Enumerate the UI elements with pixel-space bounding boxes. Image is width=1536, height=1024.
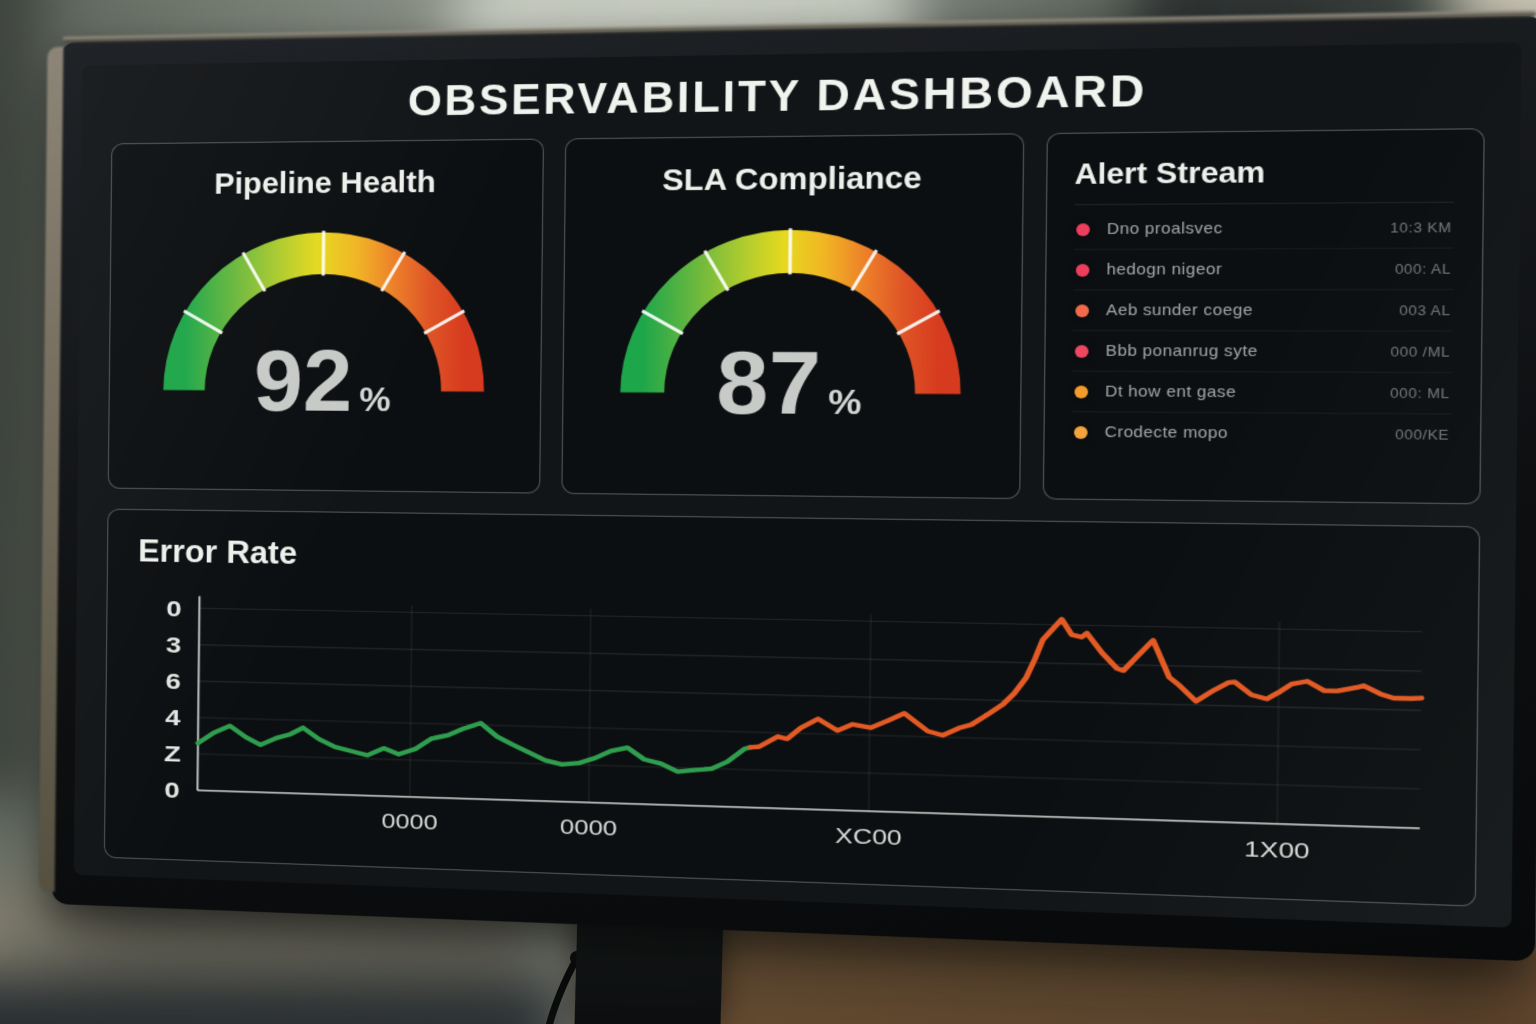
error-rate-panel: Error Rate 0 3 6 4 Z 0 0000 0000 XC00 1X00 <box>103 508 1481 907</box>
gridline-v <box>410 605 412 797</box>
y-axis-tick-label: 0 <box>166 596 182 622</box>
alert-message: Dt how ent gase <box>1104 382 1237 402</box>
dashboard-screen: OBSERVABILITY DASHBOARD Pipeline Health <box>73 42 1522 928</box>
gauge-tick <box>790 228 791 274</box>
background-dark-edge <box>0 0 43 799</box>
y-axis-tick-label: 4 <box>165 705 181 731</box>
top-panel-row: Pipeline Health <box>78 128 1521 505</box>
y-axis-tick-label: 0 <box>164 777 180 803</box>
alert-time: 000 /ML <box>1390 343 1451 360</box>
gridline-v <box>1277 622 1279 824</box>
alert-message: hedogn nigeor <box>1106 260 1223 279</box>
alert-stream-panel: Alert Stream Dno proalsvec 10:3 KM hedogn … <box>1042 128 1485 505</box>
alert-time: 003 AL <box>1399 302 1451 319</box>
dashboard-title: OBSERVABILITY DASHBOARD <box>407 65 1148 125</box>
alert-time: 000/KE <box>1395 426 1450 443</box>
error-rate-elevated-line <box>751 613 1423 765</box>
x-axis-tick-label: 1X00 <box>1244 837 1310 864</box>
background-shadow <box>0 975 567 1024</box>
alert-row: Aeb sunder coege 003 AL <box>1072 288 1454 331</box>
monitor: OBSERVABILITY DASHBOARD Pipeline Health <box>51 15 1536 962</box>
alert-list: Dno proalsvec 10:3 KM hedogn nigeor 000: AL… <box>1071 207 1455 455</box>
alert-severity-dot-icon <box>1075 303 1090 317</box>
pipeline-health-title: Pipeline Health <box>214 165 436 201</box>
gridline-h <box>198 754 1420 789</box>
y-axis-line <box>197 596 199 790</box>
y-axis-tick-label: Z <box>164 741 181 767</box>
alert-row: Dt how ent gase 000: ML <box>1071 370 1453 414</box>
pipeline-health-gauge: 92% <box>146 216 504 430</box>
alert-severity-dot-icon <box>1076 222 1090 236</box>
x-axis-tick-label: XC00 <box>835 824 902 850</box>
gridline-h <box>199 608 1422 632</box>
x-axis-tick-label: 0000 <box>382 810 438 835</box>
gridline-h <box>199 645 1422 671</box>
alert-row: Bbb ponanrug syte 000 /ML <box>1072 330 1453 372</box>
alert-severity-dot-icon <box>1074 344 1089 358</box>
pipeline-health-panel: Pipeline Health <box>107 138 544 494</box>
alert-time: 000: ML <box>1390 384 1450 402</box>
alert-row: hedogn nigeor 000: AL <box>1073 247 1454 290</box>
pipeline-health-value: 92% <box>253 332 391 431</box>
alert-row: Dno proalsvec 10:3 KM <box>1074 207 1454 249</box>
alert-time: 000: AL <box>1394 260 1452 278</box>
alert-message: Crodecte mopo <box>1104 423 1229 443</box>
sla-compliance-title: SLA Compliance <box>662 160 922 198</box>
alert-message: Bbb ponanrug syte <box>1105 341 1258 361</box>
alert-time: 10:3 KM <box>1390 219 1452 236</box>
sla-compliance-gauge: 87% <box>602 213 982 434</box>
percent-sign: % <box>359 380 391 420</box>
alert-stream-title: Alert Stream <box>1074 153 1455 206</box>
alert-severity-dot-icon <box>1074 385 1089 398</box>
alert-message: Aeb sunder coege <box>1105 301 1254 320</box>
percent-sign: % <box>827 382 862 423</box>
gridline-v <box>869 614 871 811</box>
sla-compliance-value: 87% <box>715 332 862 434</box>
x-axis-tick-label: 0000 <box>560 815 618 840</box>
alert-severity-dot-icon <box>1075 263 1090 277</box>
sla-compliance-panel: SLA Compliance <box>561 133 1025 500</box>
alert-message: Dno proalsvec <box>1106 219 1223 239</box>
y-axis-tick-label: 6 <box>165 668 181 694</box>
alert-row: Crodecte mopo 000/KE <box>1071 411 1452 455</box>
gridline-v <box>589 609 591 803</box>
alert-severity-dot-icon <box>1073 425 1088 439</box>
error-rate-healthy-line <box>198 716 751 774</box>
y-axis-tick-label: 3 <box>166 632 182 658</box>
